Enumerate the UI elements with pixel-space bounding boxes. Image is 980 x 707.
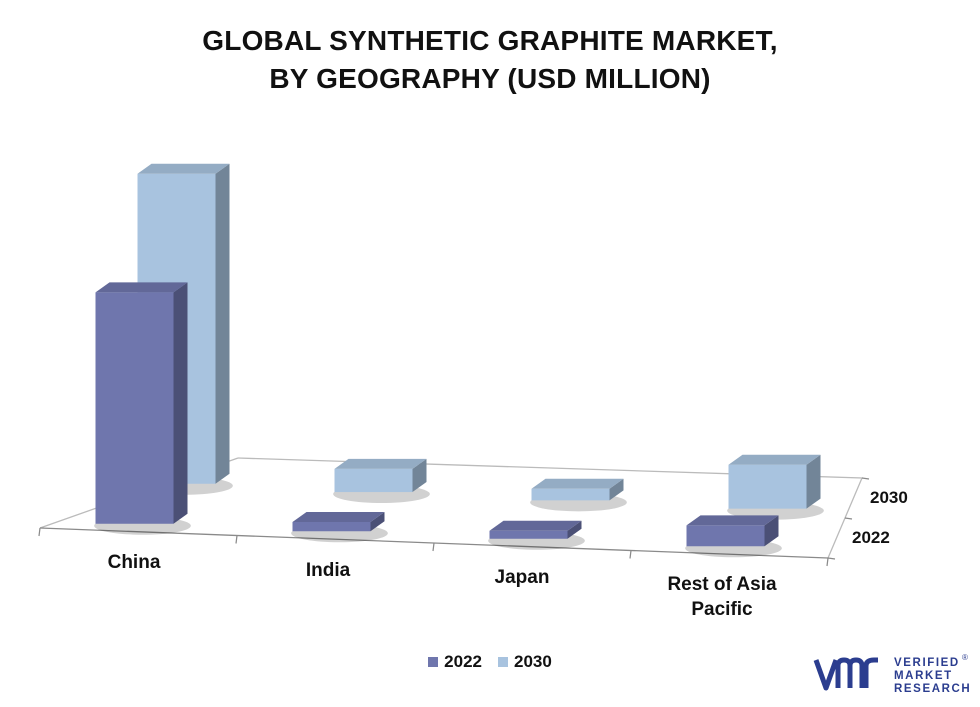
chart-title: GLOBAL SYNTHETIC GRAPHITE MARKET, BY GEO… xyxy=(0,22,980,98)
bar-2030-japan xyxy=(530,478,627,512)
logo-line3: RESEARCH xyxy=(894,683,971,695)
category-label: Rest of Asia Pacific xyxy=(667,574,777,620)
bar-2022-china xyxy=(94,282,191,535)
bar-2022-japan xyxy=(488,520,585,550)
category-label: Japan xyxy=(495,567,550,588)
legend: 2022 2030 xyxy=(0,652,980,672)
bar-2022-rest-of-asia-pacific xyxy=(685,515,782,558)
category-label: India xyxy=(306,560,351,581)
legend-item-2030: 2030 xyxy=(498,652,552,672)
bar-2022-india xyxy=(291,511,388,543)
vmr-logo: VERIFIED MARKET RESEARCH ® xyxy=(813,653,971,695)
logo-line1: VERIFIED xyxy=(894,657,960,669)
chart-labels: China India Japan Rest of Asia Pacific 2030 20… xyxy=(108,488,908,620)
depth-label: 2022 xyxy=(852,528,890,547)
legend-swatch xyxy=(498,657,508,667)
chart-bars xyxy=(94,163,824,558)
depth-label: 2030 xyxy=(870,488,908,507)
legend-label: 2030 xyxy=(514,652,552,671)
chart-floor xyxy=(38,457,870,567)
category-label: China xyxy=(108,552,161,573)
legend-item-2022: 2022 xyxy=(428,652,482,672)
legend-swatch xyxy=(428,657,439,667)
logo-registered: ® xyxy=(962,653,968,662)
logo-line2: MARKET xyxy=(894,670,953,682)
chart-title-line2: BY GEOGRAPHY (USD MILLION) xyxy=(269,63,711,94)
chart-title-line1: GLOBAL SYNTHETIC GRAPHITE MARKET, xyxy=(202,25,778,56)
bar-2030-rest-of-asia-pacific xyxy=(727,454,824,520)
bar-2030-india xyxy=(333,458,430,504)
legend-label: 2022 xyxy=(444,652,482,671)
